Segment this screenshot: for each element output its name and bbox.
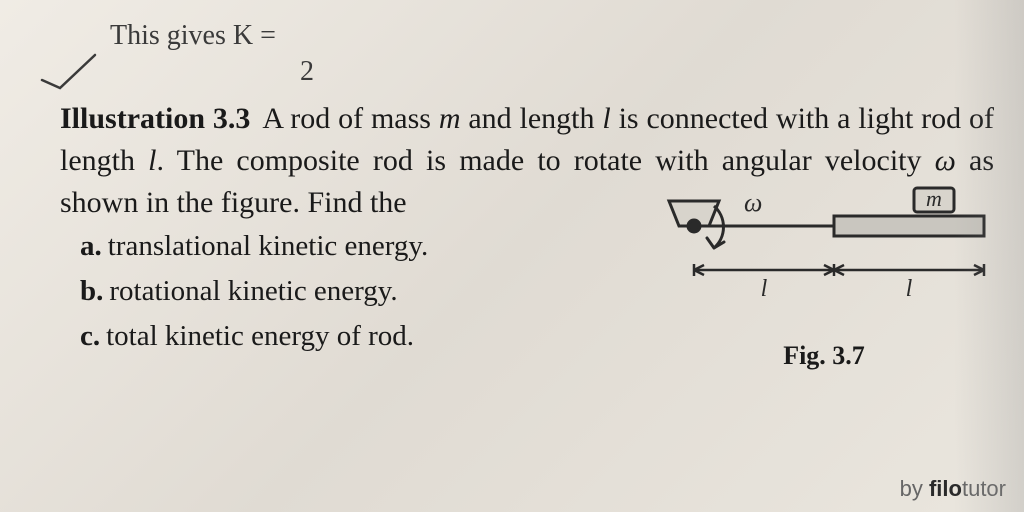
byline-brand: filo [929, 476, 962, 501]
opt-b-label: b. [80, 275, 103, 307]
omega-label-text: ω [744, 188, 762, 217]
rod-diagram: ω m [654, 186, 994, 316]
opt-a-text: translational kinetic energy. [108, 230, 429, 262]
dim-l2-text: l [906, 276, 913, 302]
illustration-title: Illustration 3.3 [60, 102, 250, 135]
figure-caption: Fig. 3.7 [654, 338, 994, 374]
prev-equation: This gives K = [110, 18, 994, 54]
problem-statement: Illustration 3.3 A rod of mass m and leng… [60, 98, 994, 359]
text-seg-4: . The composite rod is made to rotate wi… [157, 144, 935, 177]
text-seg-1: A rod of mass [262, 102, 438, 135]
opt-b-text: rotational kinetic energy. [109, 275, 397, 307]
figure-wrap: ω m [654, 186, 994, 374]
opt-c-text: total kinetic energy of rod. [106, 320, 414, 352]
var-omega: ω [935, 144, 956, 177]
checkmark-icon [40, 50, 100, 90]
fraction-denominator: 2 [300, 56, 994, 88]
page-scan: This gives K = 2 Illustration 3.3 A rod o… [0, 0, 1024, 512]
var-l2: l [148, 144, 156, 177]
byline-tutor: tutor [962, 476, 1006, 501]
opt-c-label: c. [80, 320, 100, 352]
var-l: l [602, 102, 610, 135]
attribution: by filotutor [900, 476, 1006, 502]
byline-by: by [900, 476, 923, 501]
dim-l1-text: l [761, 276, 768, 302]
text-seg-2: and length [461, 102, 603, 135]
mass-label-text: m [926, 186, 942, 211]
opt-a-label: a. [80, 230, 102, 262]
var-m: m [439, 102, 461, 135]
